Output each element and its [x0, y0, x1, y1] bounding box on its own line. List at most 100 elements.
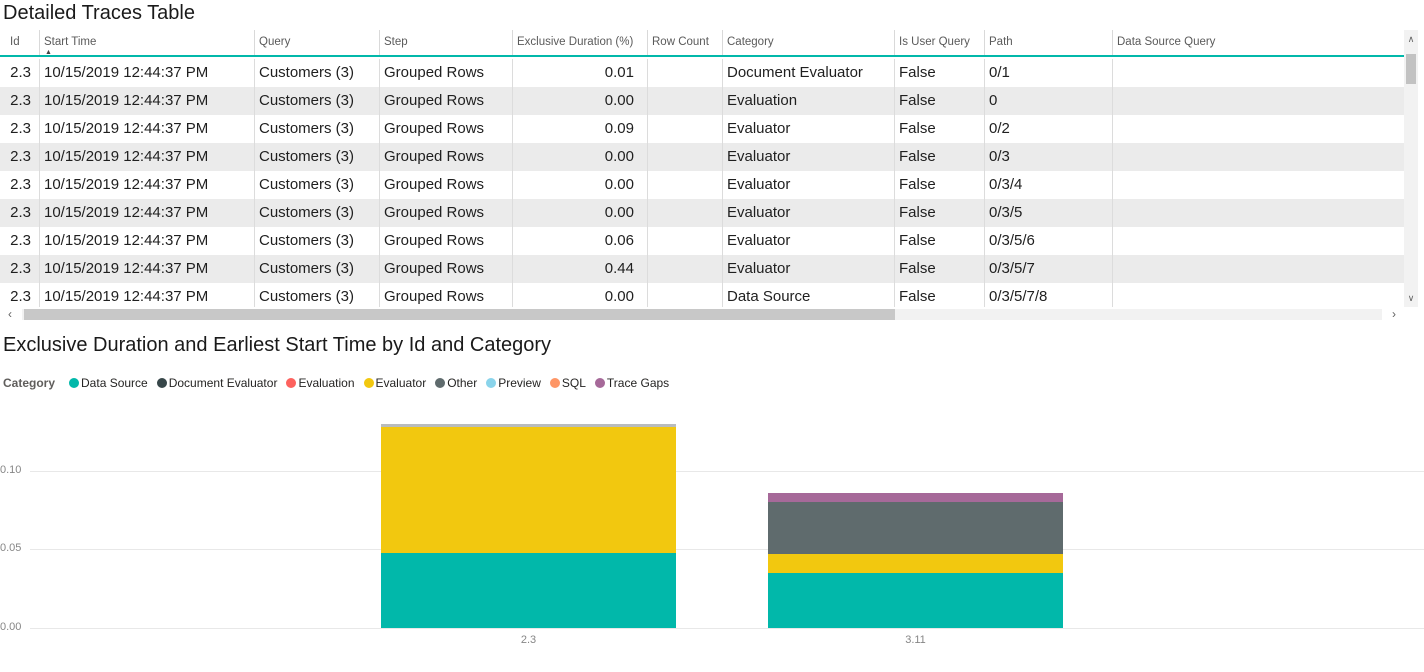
legend-items: Data Source Document Evaluator Evaluation E… [69, 376, 678, 390]
table-cell: Customers (3) [255, 199, 380, 227]
table-cell: Document Evaluator [723, 59, 895, 87]
table-cell: 2.3 [0, 115, 40, 143]
legend-label: Evaluation [298, 376, 355, 390]
vertical-scroll-thumb[interactable] [1406, 54, 1416, 84]
table-cell: 2.3 [0, 255, 40, 283]
bar-segment-other[interactable] [381, 424, 676, 427]
scroll-right-icon[interactable]: › [1392, 307, 1396, 321]
horizontal-scroll-thumb[interactable] [24, 309, 895, 320]
table-cell [648, 115, 723, 143]
legend-swatch-icon [69, 378, 80, 388]
table-cell: 10/15/2019 12:44:37 PM [40, 283, 255, 307]
bar-segment-other[interactable] [768, 502, 1063, 554]
column-header-label: Exclusive Duration (%) [517, 36, 634, 48]
legend-item-trace-gaps[interactable]: Trace Gaps [594, 376, 670, 390]
table-cell: Customers (3) [255, 171, 380, 199]
table-title: Detailed Traces Table [3, 2, 195, 24]
legend-swatch-icon [156, 378, 167, 388]
table-row[interactable]: 2.3 10/15/2019 12:44:37 PM Customers (3) Gr… [0, 255, 1404, 283]
table-cell: 0.00 [513, 171, 648, 199]
table-cell: False [895, 115, 985, 143]
scroll-down-icon[interactable]: ∨ [1407, 293, 1415, 303]
table-cell: 10/15/2019 12:44:37 PM [40, 227, 255, 255]
sort-ascending-icon: ▲ [45, 49, 52, 56]
table-cell [648, 283, 723, 307]
legend-swatch-icon [594, 378, 605, 388]
legend-label: Other [447, 376, 478, 390]
column-header-path[interactable]: Path [985, 30, 1113, 55]
stacked-column-chart: 0.00 0.05 0.10 2.3 3.11 [0, 420, 1424, 672]
table-cell: False [895, 59, 985, 87]
table-cell: 10/15/2019 12:44:37 PM [40, 255, 255, 283]
bar-segment-data-source[interactable] [381, 553, 676, 628]
legend-item-document-evaluator[interactable]: Document Evaluator [156, 376, 278, 390]
column-header-start-time[interactable]: Start Time ▲ [40, 30, 255, 56]
table-cell: 0/2 [985, 115, 1113, 143]
table-cell: 0.00 [513, 283, 648, 307]
table-cell: 10/15/2019 12:44:37 PM [40, 87, 255, 115]
column-header-query[interactable]: Query [255, 30, 380, 55]
table-row[interactable]: 2.3 10/15/2019 12:44:37 PM Customers (3) Gr… [0, 143, 1404, 171]
table-vertical-scrollbar[interactable]: ∧ ∨ [1404, 30, 1418, 307]
column-header-row-count[interactable]: Row Count [648, 30, 723, 55]
column-header-label: Is User Query [899, 36, 970, 48]
table-cell: Grouped Rows [380, 87, 513, 115]
bar-segment-evaluator[interactable] [768, 554, 1063, 573]
table-row[interactable]: 2.3 10/15/2019 12:44:37 PM Customers (3) Gr… [0, 227, 1404, 255]
legend-label: SQL [561, 376, 586, 390]
scroll-left-icon[interactable]: ‹ [8, 307, 12, 321]
table-cell [648, 171, 723, 199]
table-cell: Customers (3) [255, 143, 380, 171]
table-cell: Evaluator [723, 199, 895, 227]
table-row[interactable]: 2.3 10/15/2019 12:44:37 PM Customers (3) Gr… [0, 283, 1404, 307]
table-horizontal-scrollbar[interactable]: ‹ › [0, 307, 1404, 322]
scroll-up-icon[interactable]: ∧ [1407, 34, 1415, 44]
table-cell: 0 [985, 87, 1113, 115]
table-cell: 0.00 [513, 199, 648, 227]
table-cell [1113, 115, 1404, 143]
bar-segment-trace-gaps[interactable] [768, 493, 1063, 502]
table-row[interactable]: 2.3 10/15/2019 12:44:37 PM Customers (3) Gr… [0, 199, 1404, 227]
table-row[interactable]: 2.3 10/15/2019 12:44:37 PM Customers (3) Gr… [0, 115, 1404, 143]
legend-item-evaluator[interactable]: Evaluator [363, 376, 427, 390]
x-axis-category-label: 3.11 [905, 634, 926, 646]
legend-item-sql[interactable]: SQL [549, 376, 586, 390]
column-header-step[interactable]: Step [380, 30, 513, 55]
legend-label: Trace Gaps [606, 376, 670, 390]
stacked-bar-3.11[interactable] [768, 493, 1063, 628]
column-header-data-source-query[interactable]: Data Source Query [1113, 30, 1404, 55]
y-axis-tick-label: 0.00 [0, 621, 22, 633]
table-row[interactable]: 2.3 10/15/2019 12:44:37 PM Customers (3) Gr… [0, 87, 1404, 115]
legend-swatch-icon [486, 378, 497, 388]
column-header-exclusive-duration[interactable]: Exclusive Duration (%) [513, 30, 648, 55]
stacked-bar-2.3[interactable] [381, 424, 676, 628]
table-cell: Grouped Rows [380, 199, 513, 227]
table-cell [1113, 59, 1404, 87]
table-cell [1113, 255, 1404, 283]
column-header-id[interactable]: Id [0, 30, 40, 55]
column-header-category[interactable]: Category [723, 30, 895, 55]
bar-segment-data-source[interactable] [768, 573, 1063, 628]
legend-label: Document Evaluator [168, 376, 278, 390]
table-cell: 2.3 [0, 143, 40, 171]
column-header-label: Data Source Query [1117, 36, 1216, 48]
legend-item-evaluation[interactable]: Evaluation [286, 376, 355, 390]
legend-label: Evaluator [375, 376, 427, 390]
table-cell: False [895, 143, 985, 171]
legend-item-preview[interactable]: Preview [486, 376, 541, 390]
legend-item-other[interactable]: Other [435, 376, 477, 390]
bar-segment-evaluator[interactable] [381, 427, 676, 553]
table-header-row: Id Start Time ▲ Query Step Exclusive Duration… [0, 30, 1404, 57]
x-axis-category-label: 2.3 [520, 634, 537, 646]
legend-item-data-source[interactable]: Data Source [69, 376, 148, 390]
table-row[interactable]: 2.3 10/15/2019 12:44:37 PM Customers (3) Gr… [0, 171, 1404, 199]
table-row[interactable]: 2.3 10/15/2019 12:44:37 PM Customers (3) Gr… [0, 59, 1404, 87]
table-cell: 0/3/5 [985, 199, 1113, 227]
table-cell: False [895, 227, 985, 255]
table-cell: 0/3/5/7/8 [985, 283, 1113, 307]
table-cell [1113, 283, 1404, 307]
column-header-is-user-query[interactable]: Is User Query [895, 30, 985, 55]
table-cell: 0/3/5/7 [985, 255, 1113, 283]
table-cell: 0/3/5/6 [985, 227, 1113, 255]
column-header-label: Id [10, 36, 20, 48]
